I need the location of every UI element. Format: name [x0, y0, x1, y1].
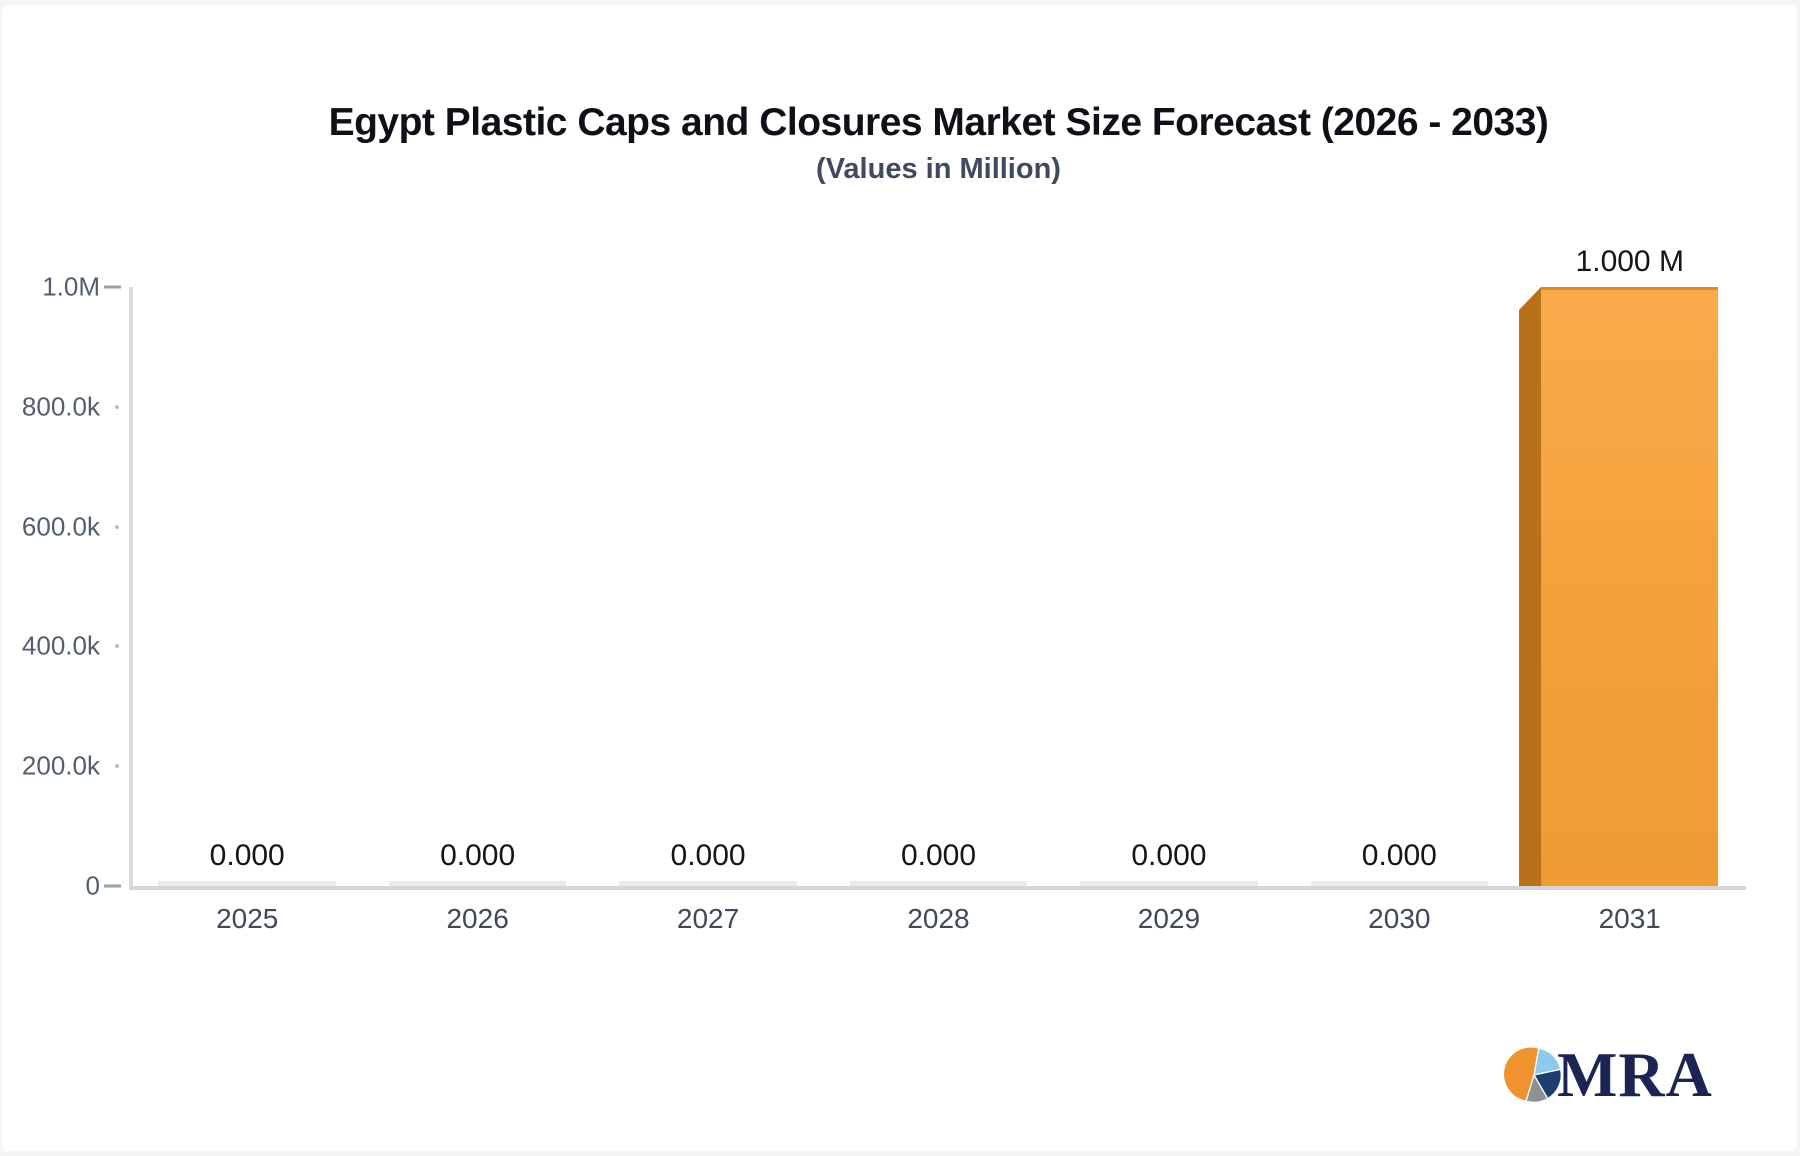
y-axis-tick-mark	[104, 884, 121, 888]
y-axis-tick-label: 200.0k	[21, 750, 100, 781]
plot-area: 1.0M 800.0k 600.0k 400.0k 200.0k 0 0.000 2025 0…	[22, 245, 1746, 934]
bar-value-label: 0.000	[209, 839, 285, 872]
x-axis-label-2029: 2029	[1137, 903, 1201, 934]
category-slot-2028: 0.000 2028	[823, 287, 1053, 934]
chart-title: Egypt Plastic Caps and Closures Market S…	[328, 101, 1549, 144]
logo-text: MRA	[1557, 1039, 1713, 1110]
bar-3d-side	[1519, 287, 1542, 886]
chart-card: Egypt Plastic Caps and Closures Market S…	[2, 5, 1797, 1151]
y-axis-tick-label: 1.0M	[42, 271, 100, 302]
bar-value-label: 0.000	[1361, 839, 1437, 872]
bar-2026[interactable]	[388, 881, 567, 886]
category-slot-2025: 0.000 2025	[132, 287, 362, 934]
bar-value-label: 0.000	[900, 839, 977, 872]
y-axis-tick-mark	[115, 644, 119, 649]
y-axis-tick-label: 600.0k	[21, 511, 100, 542]
bar-2031[interactable]	[1541, 287, 1719, 886]
category-slot-2027: 0.000 2027	[593, 287, 823, 934]
y-axis-tick-label: 0	[85, 870, 100, 901]
bar-value-label: 0.000	[670, 839, 746, 872]
logo-pie-icon	[1504, 1046, 1562, 1103]
x-axis-label-2026: 2026	[446, 903, 509, 934]
x-axis-label-2028: 2028	[907, 903, 970, 934]
category-slot-2031: 1.000 M 2031	[1515, 245, 1745, 934]
category-slots: 0.000 2025 0.000 2026 0.000 2027 0.000 2028 0.00…	[132, 245, 1745, 934]
x-axis-label-2031: 2031	[1598, 903, 1661, 934]
x-axis-label-2030: 2030	[1368, 903, 1431, 934]
bar-2029[interactable]	[1080, 881, 1258, 886]
category-slot-2030: 0.000 2030	[1284, 287, 1514, 934]
y-axis-tick-mark	[115, 764, 119, 769]
y-axis-line	[129, 287, 133, 890]
chart-subtitle: (Values in Million)	[816, 153, 1061, 185]
bar-2025[interactable]	[158, 881, 336, 886]
y-axis-tick-mark	[104, 285, 121, 289]
y-axis-tick-mark	[115, 404, 119, 409]
y-axis-tick-label: 400.0k	[21, 630, 100, 661]
bar-value-label: 0.000	[440, 839, 516, 872]
bar-value-label: 1.000 M	[1575, 245, 1684, 278]
logo: MRA	[1504, 1039, 1713, 1110]
bar-value-label: 0.000	[1131, 839, 1207, 872]
x-axis-label-2025: 2025	[216, 903, 279, 934]
bar-2030[interactable]	[1310, 881, 1489, 886]
x-axis-line	[129, 886, 1746, 890]
category-slot-2026: 0.000 2026	[362, 287, 592, 934]
category-slot-2029: 0.000 2029	[1054, 287, 1284, 934]
bar-2027[interactable]	[619, 881, 797, 886]
y-axis-tick-label: 800.0k	[21, 391, 100, 422]
x-axis-label-2027: 2027	[676, 903, 740, 934]
bar-2028[interactable]	[849, 881, 1028, 886]
y-axis-tick-mark	[115, 524, 119, 529]
